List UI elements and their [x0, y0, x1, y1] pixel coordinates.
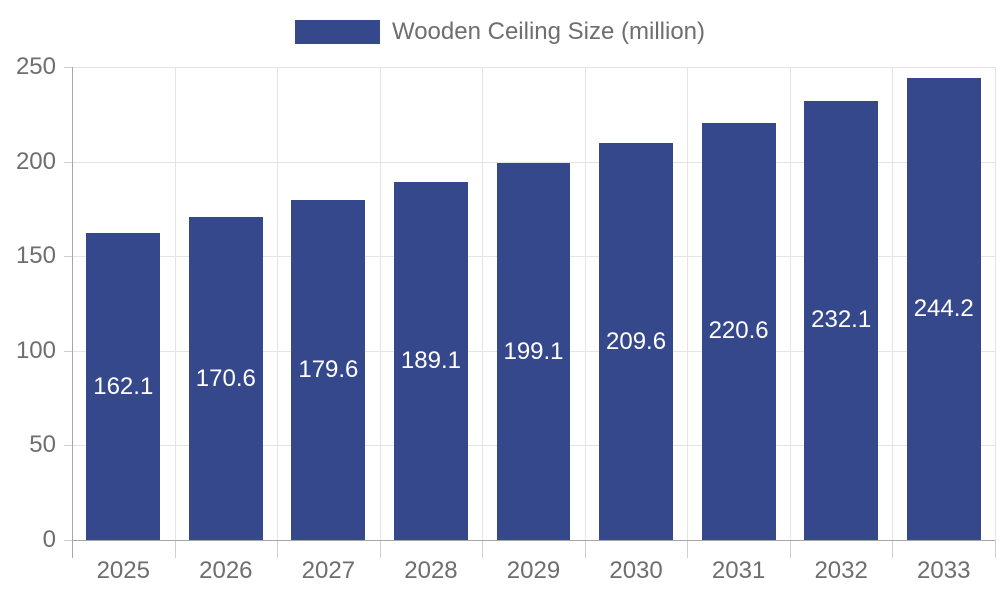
legend-item[interactable]: Wooden Ceiling Size (million)	[294, 18, 706, 46]
x-axis-tick	[789, 540, 791, 558]
y-axis-label: 50	[29, 431, 56, 459]
bar-2027	[291, 200, 366, 540]
gridline-vertical	[482, 67, 484, 540]
x-axis-tick	[174, 540, 176, 558]
x-axis-label: 2029	[506, 557, 561, 584]
x-axis-label: 2032	[814, 557, 868, 584]
gridline-vertical	[277, 67, 279, 540]
x-axis-tick	[995, 540, 996, 558]
x-axis-label: 2031	[711, 557, 766, 584]
x-axis-label: 2026	[199, 557, 253, 584]
y-axis-tick	[64, 445, 72, 447]
y-axis-line	[72, 67, 73, 558]
bar-value-label: 189.1	[400, 347, 461, 375]
bar-value-label: 162.1	[93, 372, 154, 400]
gridline-vertical	[174, 67, 176, 540]
y-axis-tick	[64, 161, 72, 163]
bar-value-label: 199.1	[503, 337, 564, 365]
gridline-vertical	[789, 67, 791, 540]
legend-swatch	[294, 20, 380, 44]
x-axis-tick	[482, 540, 484, 558]
x-axis-label: 2030	[609, 557, 663, 584]
y-axis-label: 150	[15, 242, 56, 270]
bar-value-label: 209.6	[606, 327, 667, 355]
bar-2031	[701, 122, 776, 540]
bar-2030	[599, 143, 673, 540]
bar-2026	[188, 217, 263, 540]
y-axis-label: 200	[15, 147, 56, 175]
bar-value-label: 244.2	[913, 294, 974, 322]
gridline-vertical	[995, 67, 996, 540]
gridline-vertical	[584, 67, 586, 540]
y-axis-tick	[64, 350, 72, 352]
bar-2025	[86, 233, 161, 540]
y-axis-tick	[64, 67, 72, 68]
x-axis-tick	[379, 540, 381, 558]
bar-value-label: 220.6	[708, 317, 769, 345]
y-axis-label: 250	[15, 53, 56, 80]
x-axis-label: 2027	[301, 557, 356, 584]
bar-2032	[804, 100, 879, 540]
x-axis-line	[72, 540, 995, 541]
gridline-vertical	[379, 67, 381, 540]
x-axis-label: 2028	[404, 557, 458, 584]
x-axis-tick	[277, 540, 279, 558]
bar-2033	[906, 77, 981, 540]
x-axis-label: 2033	[917, 557, 971, 584]
x-axis-tick	[892, 540, 894, 558]
x-axis-tick	[584, 540, 586, 558]
y-axis-tick	[64, 256, 72, 258]
legend-label: Wooden Ceiling Size (million)	[391, 18, 706, 45]
gridline-horizontal	[72, 67, 995, 68]
bar-value-label: 170.6	[195, 364, 256, 392]
x-axis-tick	[687, 540, 689, 558]
gridline-vertical	[892, 67, 894, 540]
bar-2029	[496, 163, 571, 540]
y-axis-label: 0	[42, 526, 56, 553]
bar-value-label: 179.6	[298, 356, 359, 384]
bar-value-label: 232.1	[811, 306, 872, 334]
gridline-horizontal	[72, 161, 995, 163]
gridline-vertical	[687, 67, 689, 540]
bar-2028	[394, 182, 468, 540]
x-axis-label: 2025	[96, 557, 150, 584]
y-axis-label: 100	[15, 336, 56, 364]
y-axis-tick	[64, 540, 72, 541]
